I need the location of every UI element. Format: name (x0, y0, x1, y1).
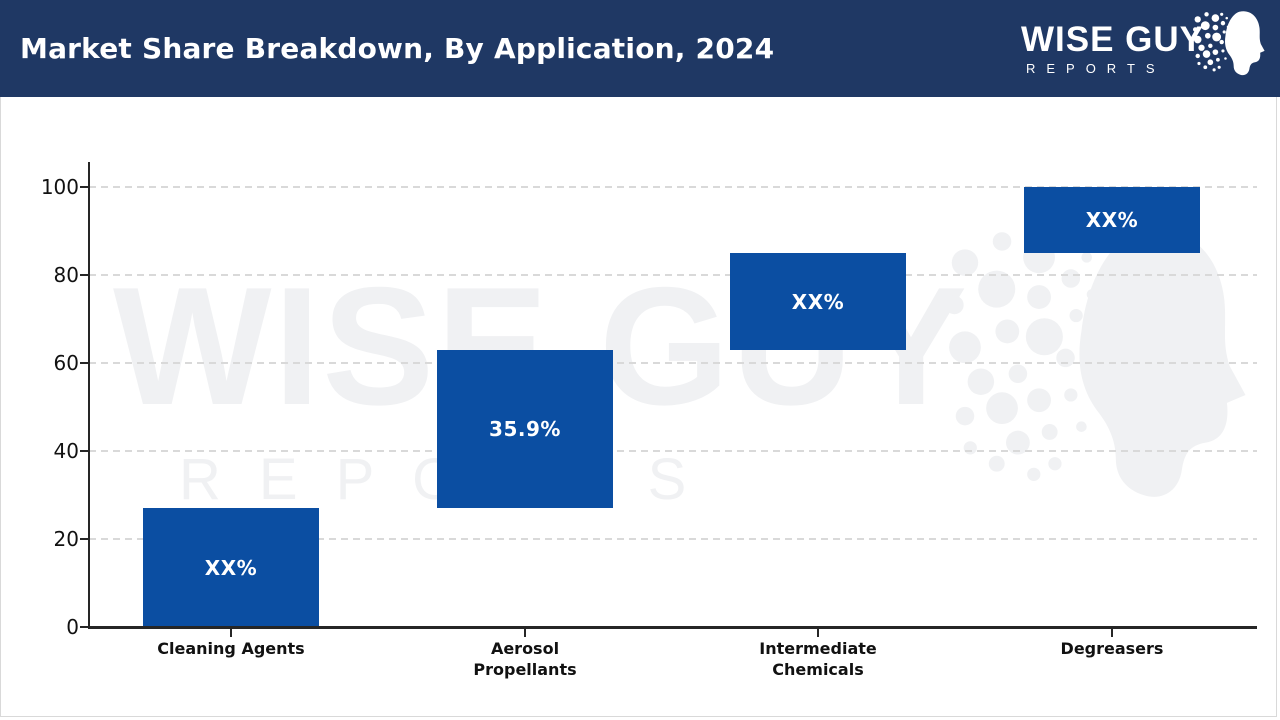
x-category-label-cleaning-agents: Cleaning Agents (157, 639, 305, 658)
y-tick-mark-20 (80, 538, 88, 540)
y-tick-label-20: 20 (53, 527, 79, 551)
x-axis-line (88, 626, 1257, 629)
y-tick-mark-40 (80, 450, 88, 452)
y-tick-mark-60 (80, 362, 88, 364)
gridline-20 (89, 538, 1257, 540)
y-tick-mark-0 (80, 626, 88, 628)
bar-intermediate-chemicals: XX% (730, 253, 906, 351)
y-axis-line (88, 162, 90, 629)
bar-value-label-cleaning-agents: XX% (204, 555, 258, 580)
bar-degreasers: XX% (1024, 187, 1200, 253)
bar-value-label-intermediate-chemicals: XX% (791, 289, 845, 314)
y-tick-label-100: 100 (40, 175, 79, 199)
y-tick-label-60: 60 (53, 351, 79, 375)
bar-cleaning-agents: XX% (143, 508, 319, 627)
plot-region: 0 20 40 60 80 100 XX% Cleaning Agents 35.9% Aeros… (1, 97, 1276, 716)
brand-face-icon (1192, 11, 1265, 76)
gridline-40 (89, 450, 1257, 452)
bar-value-label-aerosol-propellants: 35.9% (489, 417, 561, 442)
gridline-80 (89, 274, 1257, 276)
brand-wordmark: WISE GUY (1020, 20, 1204, 60)
x-tick-mark-aerosol-propellants (524, 629, 526, 637)
page-title: Market Share Breakdown, By Application, … (20, 32, 775, 65)
bar-aerosol-propellants: 35.9% (437, 350, 613, 509)
x-category-label-aerosol-propellants: Aerosol Propellants (473, 639, 577, 679)
x-category-label-intermediate-chemicals: Intermediate Chemicals (759, 639, 877, 679)
x-tick-mark-degreasers (1111, 629, 1113, 637)
brand-logo: WISE GUY REPORTS (1021, 8, 1266, 90)
gridline-60 (89, 362, 1257, 364)
y-tick-label-0: 0 (66, 615, 79, 639)
brand-logo-text: WISE GUY REPORTS (1020, 20, 1204, 76)
x-tick-mark-intermediate-chemicals (817, 629, 819, 637)
header-bar: Market Share Breakdown, By Application, … (0, 0, 1280, 97)
x-tick-mark-cleaning-agents (230, 629, 232, 637)
y-tick-label-80: 80 (53, 263, 79, 287)
chart-area: WISE GUY REPORTS 020406080100XX%Cleaning… (0, 97, 1277, 717)
y-tick-mark-100 (80, 186, 88, 188)
x-category-label-degreasers: Degreasers (1060, 639, 1164, 658)
gridline-100 (89, 186, 1257, 188)
y-tick-mark-80 (80, 274, 88, 276)
bar-value-label-degreasers: XX% (1085, 208, 1139, 232)
y-tick-label-40: 40 (53, 439, 79, 463)
brand-subtitle: REPORTS (1025, 60, 1166, 76)
